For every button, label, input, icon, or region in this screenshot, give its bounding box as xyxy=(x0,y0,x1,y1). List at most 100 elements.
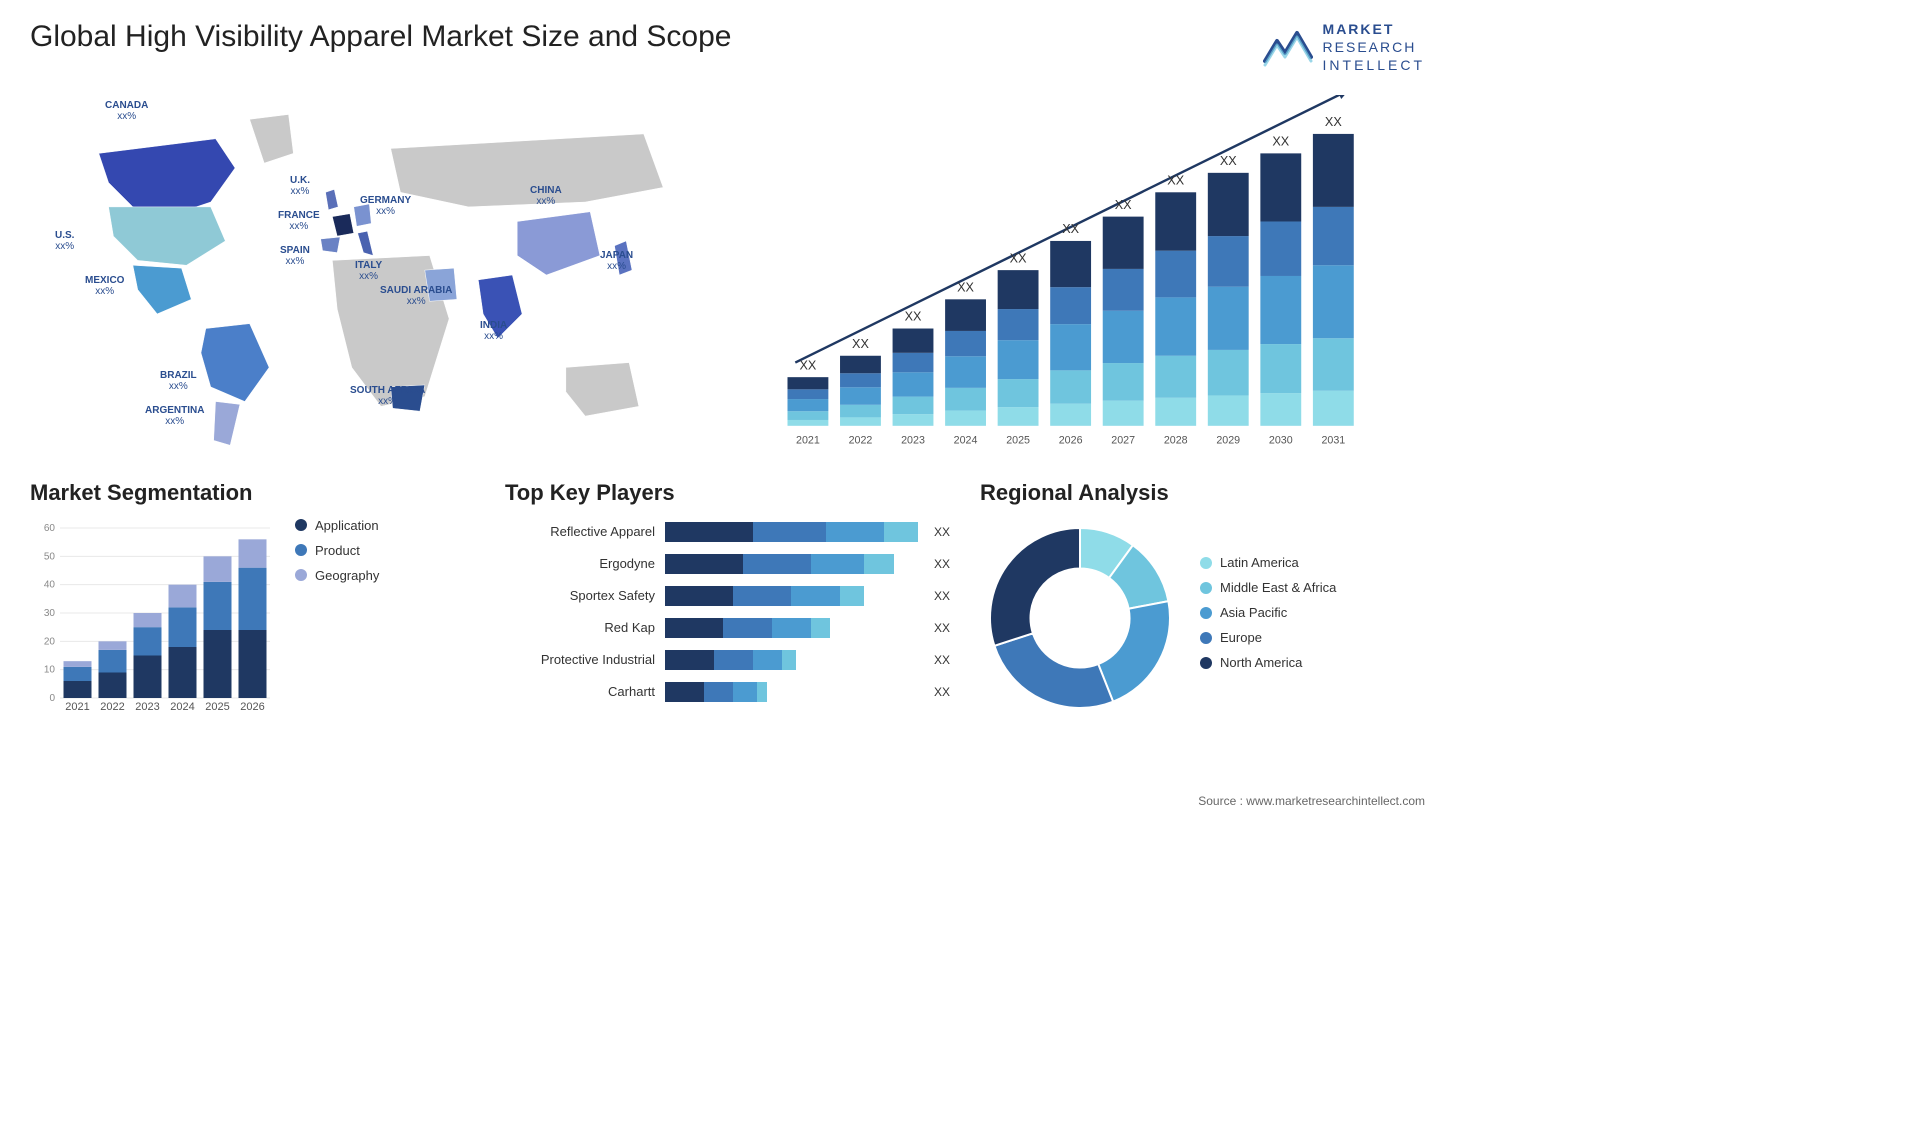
growth-bar-value: XX xyxy=(957,280,974,294)
donut-segment xyxy=(1098,601,1170,702)
seg-bar-segment xyxy=(99,641,127,650)
regional-donut-chart xyxy=(980,518,1180,718)
growth-bar-seg xyxy=(787,399,828,411)
map-label-mexico: MEXICOxx% xyxy=(85,275,124,297)
growth-bar-seg xyxy=(892,372,933,396)
player-bar-segment xyxy=(665,650,714,670)
map-region-usa xyxy=(109,206,226,264)
growth-bar-seg xyxy=(1102,268,1143,310)
growth-year-label: 2025 xyxy=(1006,434,1030,446)
growth-bar-seg xyxy=(787,389,828,399)
player-name: Red Kap xyxy=(505,620,655,635)
seg-legend-item: Geography xyxy=(295,568,379,583)
growth-bar-seg xyxy=(1155,192,1196,250)
growth-year-label: 2031 xyxy=(1321,434,1345,446)
player-bar-segment xyxy=(826,522,884,542)
growth-bar-seg xyxy=(997,270,1038,309)
legend-label: Middle East & Africa xyxy=(1220,580,1336,595)
logo-line2: RESEARCH xyxy=(1323,38,1425,56)
seg-year-label: 2026 xyxy=(240,701,264,713)
growth-bar-seg xyxy=(1050,324,1091,370)
seg-y-tick: 0 xyxy=(49,693,55,704)
seg-bar-segment xyxy=(239,567,267,629)
growth-year-label: 2022 xyxy=(848,434,872,446)
map-label-spain: SPAINxx% xyxy=(280,245,310,267)
map-label-japan: JAPANxx% xyxy=(600,250,633,272)
regional-legend-item: Middle East & Africa xyxy=(1200,580,1336,595)
player-bar-segment xyxy=(665,554,743,574)
seg-y-tick: 20 xyxy=(44,636,56,647)
growth-bar-seg xyxy=(840,355,881,373)
page-title: Global High Visibility Apparel Market Si… xyxy=(30,20,731,54)
growth-bar-seg xyxy=(1312,133,1353,206)
map-region-italy xyxy=(358,231,374,255)
player-row: Red KapXX xyxy=(505,614,950,642)
player-bar-segment xyxy=(811,554,865,574)
player-row: Reflective ApparelXX xyxy=(505,518,950,546)
legend-swatch-icon xyxy=(295,519,307,531)
seg-bar-segment xyxy=(204,556,232,582)
growth-bar-seg xyxy=(1050,403,1091,425)
map-region-australia xyxy=(566,362,639,416)
player-bar-segment xyxy=(733,682,757,702)
growth-bar-seg xyxy=(840,404,881,417)
players-chart: Reflective ApparelXXErgodyneXXSportex Sa… xyxy=(505,518,950,706)
growth-bar-seg xyxy=(840,387,881,405)
seg-bar-segment xyxy=(64,666,92,680)
map-region-uk xyxy=(326,189,339,209)
growth-bar-value: XX xyxy=(1062,222,1079,236)
player-value: XX xyxy=(934,685,950,699)
growth-bar-seg xyxy=(892,396,933,414)
legend-label: North America xyxy=(1220,655,1302,670)
player-bar xyxy=(665,522,918,542)
player-name: Reflective Apparel xyxy=(505,524,655,539)
seg-bar-segment xyxy=(204,581,232,629)
donut-segment xyxy=(994,633,1113,708)
seg-year-label: 2022 xyxy=(100,701,124,713)
legend-label: Geography xyxy=(315,568,379,583)
growth-bar-seg xyxy=(1050,370,1091,403)
players-panel: Top Key Players Reflective ApparelXXErgo… xyxy=(505,480,950,718)
legend-swatch-icon xyxy=(1200,582,1212,594)
seg-bar-segment xyxy=(239,539,267,567)
growth-bar-seg xyxy=(787,377,828,389)
growth-bar-seg xyxy=(945,331,986,356)
logo-mark-icon xyxy=(1263,27,1313,67)
player-bar-segment xyxy=(665,522,753,542)
growth-bar-seg xyxy=(1260,393,1301,426)
growth-bar-seg xyxy=(1102,400,1143,425)
growth-bar-seg xyxy=(1155,297,1196,355)
growth-year-label: 2024 xyxy=(953,434,977,446)
seg-y-tick: 10 xyxy=(44,664,56,675)
growth-bar-seg xyxy=(1260,344,1301,393)
map-label-brazil: BRAZILxx% xyxy=(160,370,197,392)
seg-bar-segment xyxy=(204,630,232,698)
growth-bar-seg xyxy=(1207,286,1248,349)
seg-year-label: 2024 xyxy=(170,701,194,713)
growth-bar-seg xyxy=(1207,172,1248,235)
player-name: Carhartt xyxy=(505,684,655,699)
map-label-india: INDIAxx% xyxy=(480,320,507,342)
growth-bar-seg xyxy=(945,387,986,410)
growth-bar-value: XX xyxy=(1167,173,1184,187)
growth-year-label: 2030 xyxy=(1268,434,1292,446)
player-bar-segment xyxy=(782,650,797,670)
seg-y-tick: 50 xyxy=(44,551,56,562)
growth-year-label: 2021 xyxy=(796,434,820,446)
players-title: Top Key Players xyxy=(505,480,950,506)
player-bar-segment xyxy=(840,586,864,606)
segmentation-legend: ApplicationProductGeography xyxy=(295,518,379,718)
seg-bar-segment xyxy=(64,681,92,698)
seg-bar-segment xyxy=(169,584,197,607)
player-bar-segment xyxy=(714,650,753,670)
growth-bar-seg xyxy=(1312,338,1353,391)
map-label-argentina: ARGENTINAxx% xyxy=(145,405,204,427)
legend-swatch-icon xyxy=(1200,632,1212,644)
growth-bar-seg xyxy=(945,410,986,425)
regional-title: Regional Analysis xyxy=(980,480,1425,506)
map-label-u.s.: U.S.xx% xyxy=(55,230,74,252)
growth-year-label: 2027 xyxy=(1111,434,1135,446)
player-bar-segment xyxy=(723,618,772,638)
growth-bar-seg xyxy=(840,373,881,387)
growth-bar-value: XX xyxy=(1009,251,1026,265)
